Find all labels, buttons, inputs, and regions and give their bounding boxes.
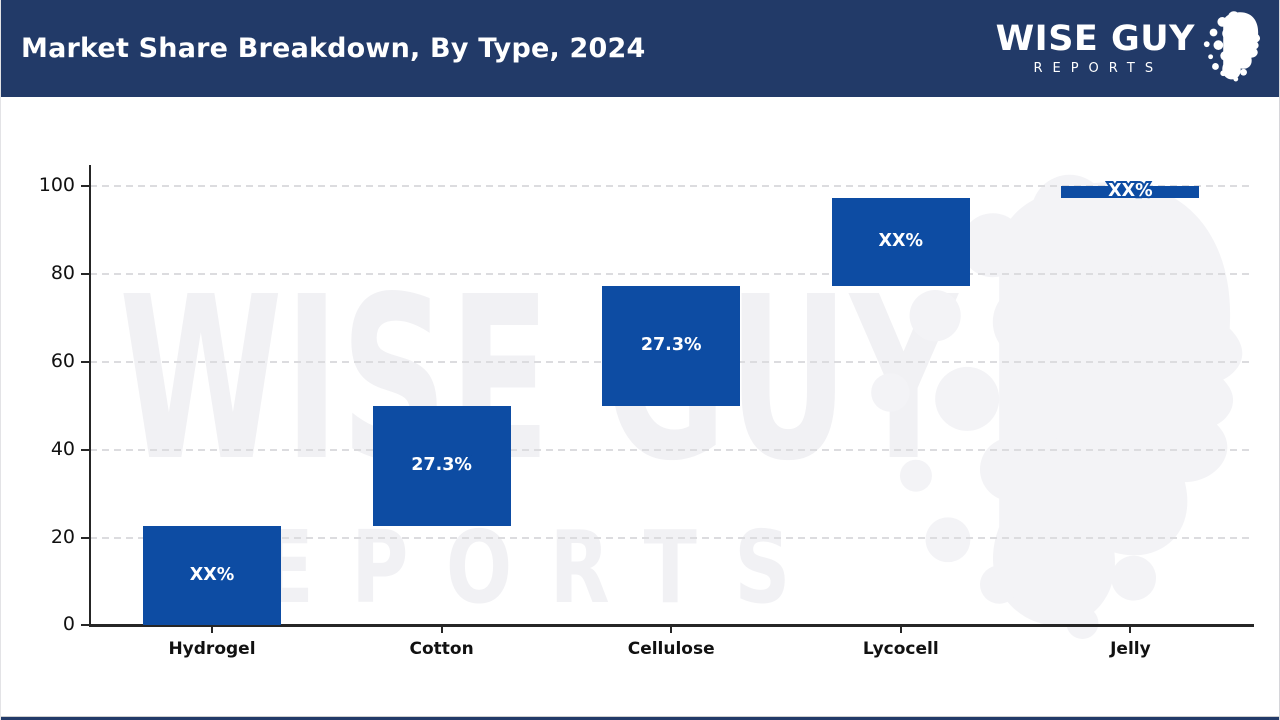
x-tick-cellulose bbox=[670, 626, 673, 633]
y-tick-label-0: 0 bbox=[62, 613, 75, 636]
x-tick-label-hydrogel: Hydrogel bbox=[168, 639, 256, 659]
y-tick-label-60: 60 bbox=[50, 349, 75, 372]
footer-divider bbox=[1, 716, 1279, 717]
y-tick-40 bbox=[81, 448, 89, 451]
logo-text: WISE GUY REPORTS bbox=[995, 18, 1195, 76]
gridline-40 bbox=[90, 448, 1254, 451]
header: Market Share Breakdown, By Type, 2024 WI… bbox=[1, 0, 1279, 97]
y-tick-label-100: 100 bbox=[38, 174, 75, 197]
x-tick-cotton bbox=[440, 626, 443, 633]
bar-cellulose: 27.3% bbox=[602, 285, 741, 406]
logo-tagline: REPORTS bbox=[1033, 60, 1164, 76]
x-tick-label-cellulose: Cellulose bbox=[627, 639, 715, 659]
y-tick-label-80: 80 bbox=[50, 262, 75, 285]
x-axis-line bbox=[88, 624, 1254, 627]
bar-label-cotton: 27.3% bbox=[409, 454, 474, 476]
bar-cotton: 27.3% bbox=[372, 405, 511, 526]
y-tick-20 bbox=[81, 536, 89, 539]
x-tick-label-jelly: Jelly bbox=[1110, 639, 1151, 659]
bar-lycocell: XX% bbox=[831, 198, 970, 286]
gridline-20 bbox=[90, 536, 1254, 539]
x-tick-label-cotton: Cotton bbox=[409, 639, 474, 659]
page-title: Market Share Breakdown, By Type, 2024 bbox=[21, 33, 646, 64]
watermark-wordmark: WISE GUY bbox=[119, 249, 959, 511]
bar-label-cellulose: 27.3% bbox=[639, 335, 704, 356]
x-tick-lycocell bbox=[899, 626, 902, 633]
bar-jelly: XX% bbox=[1061, 181, 1200, 202]
y-tick-80 bbox=[81, 273, 89, 276]
y-tick-label-20: 20 bbox=[50, 525, 75, 548]
x-tick-jelly bbox=[1129, 626, 1132, 633]
y-tick-60 bbox=[81, 360, 89, 363]
y-tick-label-40: 40 bbox=[50, 437, 75, 460]
y-tick-100 bbox=[81, 185, 89, 188]
bar-label-lycocell: XX% bbox=[877, 231, 925, 252]
watermark-face-icon bbox=[871, 174, 1243, 639]
gridline-80 bbox=[90, 273, 1254, 276]
wise-guy-face-icon bbox=[1203, 10, 1261, 81]
bar-label-hydrogel: XX% bbox=[188, 564, 236, 585]
gridline-100 bbox=[90, 185, 1254, 188]
footer-bar bbox=[1, 717, 1279, 720]
bar-hydrogel: XX% bbox=[143, 525, 281, 626]
x-tick-label-lycocell: Lycocell bbox=[862, 639, 939, 659]
x-tick-hydrogel bbox=[211, 626, 213, 633]
logo-wordmark: WISE GUY bbox=[995, 18, 1195, 59]
y-tick-0 bbox=[81, 624, 89, 627]
logo: WISE GUY REPORTS bbox=[996, 9, 1261, 89]
y-axis-line bbox=[88, 165, 91, 627]
bar-label-jelly: XX% bbox=[1106, 181, 1154, 202]
